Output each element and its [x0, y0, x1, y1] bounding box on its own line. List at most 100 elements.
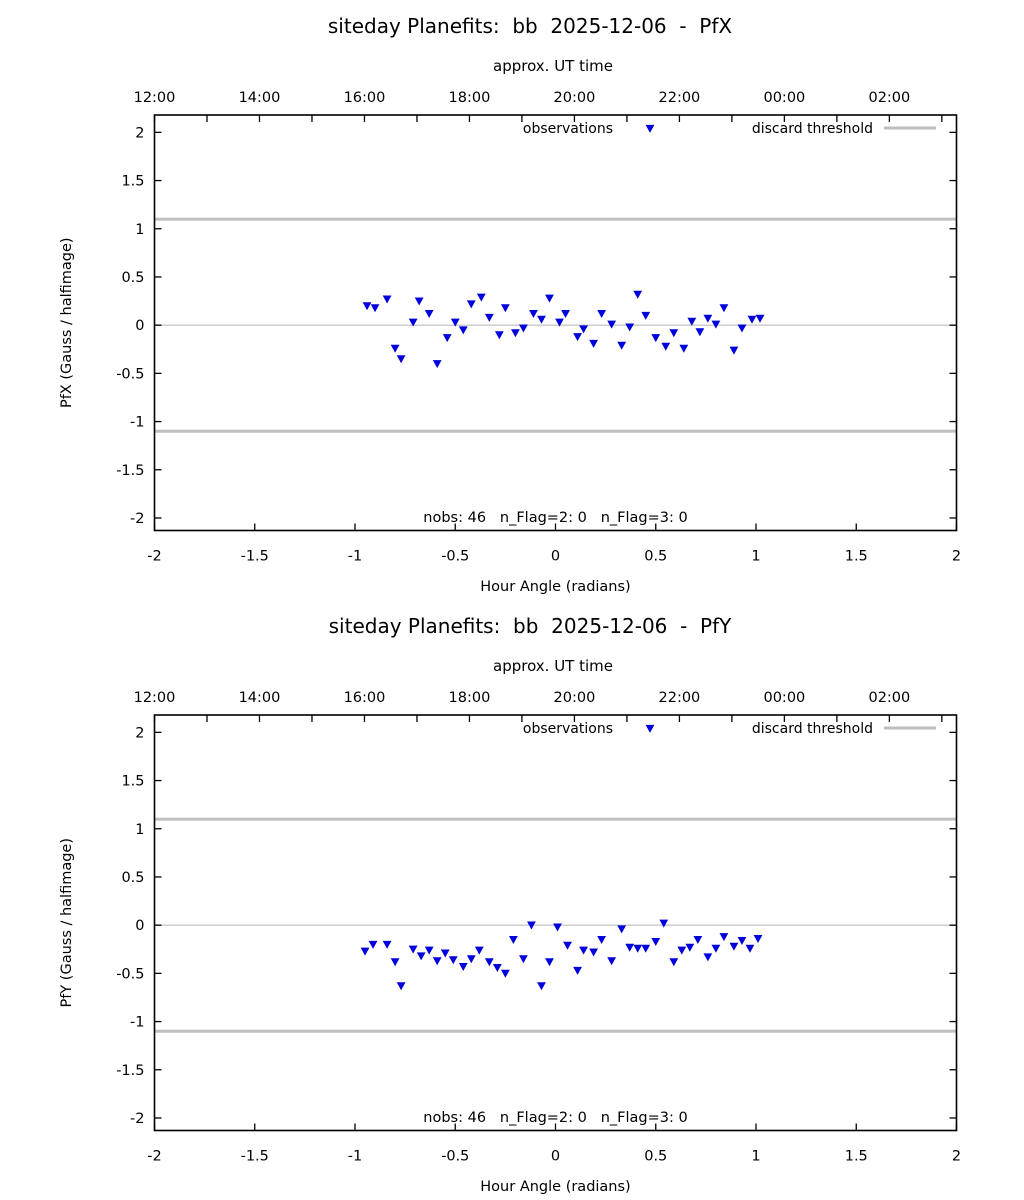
data-point	[408, 945, 418, 954]
data-point	[508, 936, 518, 945]
x-axis-label: Hour Angle (radians)	[480, 579, 630, 595]
chart-pfy: siteday Planefits: bb 2025-12-06 - PfY a…	[0, 600, 1024, 1200]
data-point	[685, 943, 695, 952]
data-point	[625, 323, 635, 332]
data-point	[396, 982, 406, 991]
chart-pfx: siteday Planefits: bb 2025-12-06 - PfX a…	[59, 14, 961, 595]
data-point	[745, 944, 755, 953]
data-point	[687, 317, 697, 326]
data-point	[414, 297, 424, 306]
legend-threshold-label: discard threshold	[752, 121, 873, 137]
y-tick-label: 1	[135, 222, 144, 238]
data-point	[729, 942, 739, 951]
data-point	[589, 339, 598, 348]
data-point	[693, 936, 703, 945]
data-point	[719, 304, 729, 313]
data-point	[527, 921, 536, 930]
data-point	[573, 333, 582, 342]
y-tick-label: 0	[135, 918, 144, 934]
data-point	[563, 941, 572, 950]
data-point	[651, 334, 661, 343]
y-tick-label: -1.5	[116, 463, 144, 479]
data-point	[625, 943, 635, 952]
data-point	[370, 304, 380, 313]
data-point	[519, 955, 528, 964]
legend-observations-label: observations	[523, 721, 613, 737]
legend-observations-marker	[645, 724, 655, 733]
pfy-plot-svg: siteday Planefits: bb 2025-12-06 - PfY a…	[59, 614, 961, 1195]
data-point	[703, 953, 713, 962]
data-point	[448, 956, 458, 965]
x-tick-label: -2	[147, 549, 161, 565]
data-point	[396, 355, 406, 364]
y-tick-label: 1.5	[121, 174, 144, 190]
data-point	[466, 955, 476, 964]
y-tick-label: -0.5	[116, 966, 144, 982]
ut-tick-label: 18:00	[449, 90, 491, 106]
data-point	[450, 318, 460, 327]
data-point	[537, 315, 546, 324]
data-point	[537, 982, 546, 991]
data-point	[432, 360, 442, 369]
data-point	[651, 937, 661, 946]
plot-layer: -2 -1.5 -1 -0.5 0 0.5 1 1.5 2 -2 -1.5 -1 -0.5 0 0.5 1 1.…	[116, 90, 961, 565]
data-point	[416, 952, 426, 961]
data-point	[424, 946, 434, 955]
data-point	[607, 320, 617, 329]
y-tick-label: 2	[135, 125, 144, 141]
y-axis-label: PfY (Gauss / halfimage)	[59, 838, 75, 1008]
y-tick-label: 0.5	[121, 270, 144, 286]
data-point	[711, 320, 721, 329]
data-point	[695, 328, 705, 337]
x-tick-label: -2	[147, 1149, 161, 1165]
data-point	[659, 919, 669, 928]
legend-threshold-label: discard threshold	[752, 721, 873, 737]
data-point	[633, 944, 643, 953]
data-point	[753, 935, 763, 944]
data-point	[484, 958, 494, 967]
x-tick-label: 1	[751, 1149, 760, 1165]
data-point	[729, 346, 739, 355]
x-tick-label: -0.5	[441, 549, 469, 565]
data-point	[500, 304, 510, 313]
data-point	[703, 314, 713, 323]
data-point	[476, 293, 486, 302]
ut-tick-label: 12:00	[134, 690, 176, 706]
data-point	[555, 318, 564, 327]
ut-tick-label: 02:00	[868, 690, 910, 706]
data-point	[382, 295, 392, 304]
data-point	[466, 300, 476, 309]
ut-tick-label: 14:00	[239, 90, 281, 106]
data-point	[677, 946, 687, 955]
data-point	[597, 936, 607, 945]
x-tick-label: -1	[348, 549, 362, 565]
y-tick-label: 1	[135, 822, 144, 838]
data-point	[519, 324, 528, 333]
x-tick-label: 1.5	[845, 549, 868, 565]
data-point	[432, 957, 442, 966]
data-point	[442, 334, 452, 343]
data-point	[424, 309, 434, 318]
data-point	[362, 302, 372, 311]
legend-observations-marker	[645, 124, 655, 133]
y-tick-label: 0.5	[121, 870, 144, 886]
data-point	[390, 344, 400, 353]
pfx-plot-svg: siteday Planefits: bb 2025-12-06 - PfX a…	[59, 14, 961, 595]
data-point	[579, 325, 588, 334]
nobs-annotation: nobs: 46 n_Flag=2: 0 n_Flag=3: 0	[423, 1110, 687, 1126]
ut-tick-label: 00:00	[763, 690, 805, 706]
data-point	[607, 957, 617, 966]
plot-layer: -2 -1.5 -1 -0.5 0 0.5 1 1.5 2 -2 -1.5 -1 -0.5 0 0.5 1 1.…	[116, 690, 961, 1165]
data-point	[747, 315, 757, 324]
ut-tick-label: 22:00	[659, 690, 701, 706]
data-point	[458, 963, 468, 972]
data-point	[711, 944, 721, 953]
data-point	[458, 326, 468, 335]
x-tick-label: 2	[952, 1149, 961, 1165]
ut-tick-label: 20:00	[554, 90, 596, 106]
data-point	[597, 309, 607, 318]
nobs-annotation: nobs: 46 n_Flag=2: 0 n_Flag=3: 0	[423, 510, 687, 526]
data-point	[390, 958, 400, 967]
data-point	[494, 331, 504, 340]
plot-border	[153, 114, 958, 532]
